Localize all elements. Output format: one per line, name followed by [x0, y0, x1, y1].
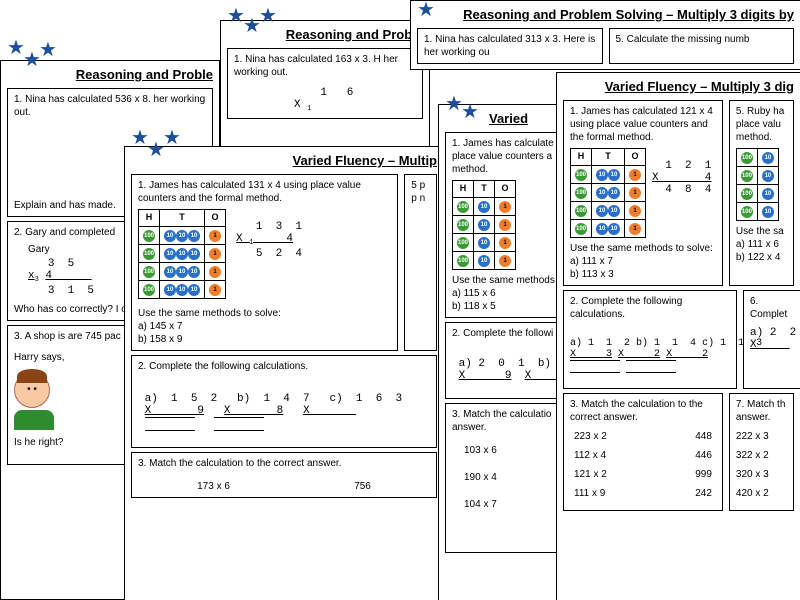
s4-m1a: 173 x 6 — [197, 480, 230, 493]
s5-q1-text: 1. James has calculate place value count… — [452, 137, 565, 176]
s6-a2: a) 111 x 6 — [736, 238, 787, 251]
title-reasoning-3: Reasoning and Problem Solving – Multiply… — [417, 7, 794, 22]
s5-q2-text: 2. Complete the followi — [452, 327, 565, 340]
s5-q3-text: 3. Match the calculatio answer. — [452, 408, 565, 434]
s6-q7: 7. Match th answer. 222 x 3 322 x 2 320 … — [729, 393, 794, 511]
s6-q6-text: 6. Complet — [750, 295, 796, 321]
title-varied-3: Varied Fluency – Multiply 3 dig — [563, 79, 794, 94]
s4-q3-text: 3. Match the calculation to the correct … — [138, 457, 430, 470]
s6-q2: 2. Complete the following calculations. … — [563, 290, 737, 389]
pv-table-s6b: 10010 10010 10010 10010 — [736, 148, 779, 221]
s5-calcs: a) 2 0 1 b) 2 4 X 9 X — [452, 346, 565, 394]
s4-a1: a) 145 x 7 — [138, 320, 391, 333]
s6-q6: 6. Complet a) 2 2 X — [743, 290, 800, 389]
s6-q2-text: 2. Complete the following calculations. — [570, 295, 730, 321]
title-varied-1: Varied Fluency – Multip — [131, 153, 437, 168]
s6-q5: 5. Ruby ha place valu method. 10010 1001… — [729, 100, 794, 286]
pv-table-s5: HTO 100101 100101 100101 100101 — [452, 180, 516, 270]
s4-q1: 1. James has calculated 131 x 4 using pl… — [131, 174, 398, 351]
s6-a1: a) 111 x 7 — [570, 255, 716, 268]
s5-q1: 1. James has calculate place value count… — [445, 132, 572, 318]
s4-m1b: 756 — [354, 480, 371, 493]
s3-q1b: 5. Calculate the missing numb — [609, 28, 795, 64]
worksheet-reasoning-3: ★ Reasoning and Problem Solving – Multip… — [410, 0, 800, 70]
s6-q3: 3. Match the calculation to the correct … — [563, 393, 723, 511]
s5-m1: 103 x 6 — [464, 444, 565, 457]
worksheet-varied-3: Varied Fluency – Multiply 3 dig 1. James… — [556, 72, 800, 600]
worksheet-reasoning-2: ★ ★ ★ Reasoning and Proble 1. Nina has c… — [220, 20, 430, 150]
avatar-shirt — [14, 410, 54, 430]
s2-calc: 1 6 X 1 — [294, 87, 416, 114]
s5-b1: b) 118 x 5 — [452, 300, 565, 313]
match-rows: 223 x 2448 112 x 4446 121 x 2999 111 x 9… — [570, 430, 716, 500]
s4-q1-text: 1. James has calculated 131 x 4 using pl… — [138, 179, 391, 205]
s3-q1a: 1. Nina has calculated 313 x 3. Here is … — [417, 28, 603, 64]
s6-use: Use the same methods to solve: — [570, 242, 716, 255]
s5-a1: a) 115 x 6 — [452, 287, 565, 300]
pv-table-121: HTO 10010101 10010101 10010101 10010101 — [570, 148, 646, 238]
s4-q5: 5 p p n — [404, 174, 437, 351]
s4-q2: 2. Complete the following calculations. … — [131, 355, 437, 448]
s5-m3: 104 x 7 — [464, 498, 565, 511]
s6-calcs-row: a) 1 1 2 b) 1 1 4 c) 1 1 3 X 3 X 2 X 2 — [570, 327, 730, 384]
s6-q3-text: 3. Match the calculation to the correct … — [570, 398, 716, 424]
s6-q1-text: 1. James has calculated 121 x 4 using pl… — [570, 105, 716, 144]
s4-calcs-row: a) 1 5 2 b) 1 4 7 c) 1 6 3 X 9 X 8 X — [138, 381, 430, 443]
s6-calc-121: 1 2 1 X 4 4 8 4 — [652, 160, 711, 196]
s6-b1: b) 113 x 3 — [570, 268, 716, 281]
s6-useb: Use the sa — [736, 225, 787, 238]
worksheet-varied-1: ★ ★ ★ Varied Fluency – Multip 1. James h… — [124, 146, 444, 600]
s5-q2: 2. Complete the followi a) 2 0 1 b) 2 4 … — [445, 322, 572, 399]
s4-b1: b) 158 x 9 — [138, 333, 391, 346]
s6-q5-text: 5. Ruby ha place valu method. — [736, 105, 787, 144]
s6-b2: b) 122 x 4 — [736, 251, 787, 264]
pv-table-131: HTO 1001010101 1001010101 1001010101 100… — [138, 209, 226, 299]
s5-use: Use the same methods — [452, 274, 565, 287]
s4-use: Use the same methods to solve: — [138, 307, 391, 320]
q1-text: 1. Nina has calculated 536 x 8. her work… — [14, 93, 206, 119]
s6-q1: 1. James has calculated 121 x 4 using pl… — [563, 100, 723, 286]
s4-q3: 3. Match the calculation to the correct … — [131, 452, 437, 498]
s4-q2-text: 2. Complete the following calculations. — [138, 360, 430, 373]
avatar-harry — [14, 372, 50, 408]
s2-q1: 1. Nina has calculated 163 x 3. H her wo… — [227, 48, 423, 119]
s5-m2: 190 x 4 — [464, 471, 565, 484]
s5-q3: 3. Match the calculatio answer. 103 x 6 … — [445, 403, 572, 553]
s4-calc-131: 1 3 1 X 1 4 5 2 4 — [236, 221, 302, 260]
s2-q1-text: 1. Nina has calculated 163 x 3. H her wo… — [234, 53, 416, 79]
s6-q7-text: 7. Match th answer. — [736, 398, 787, 424]
